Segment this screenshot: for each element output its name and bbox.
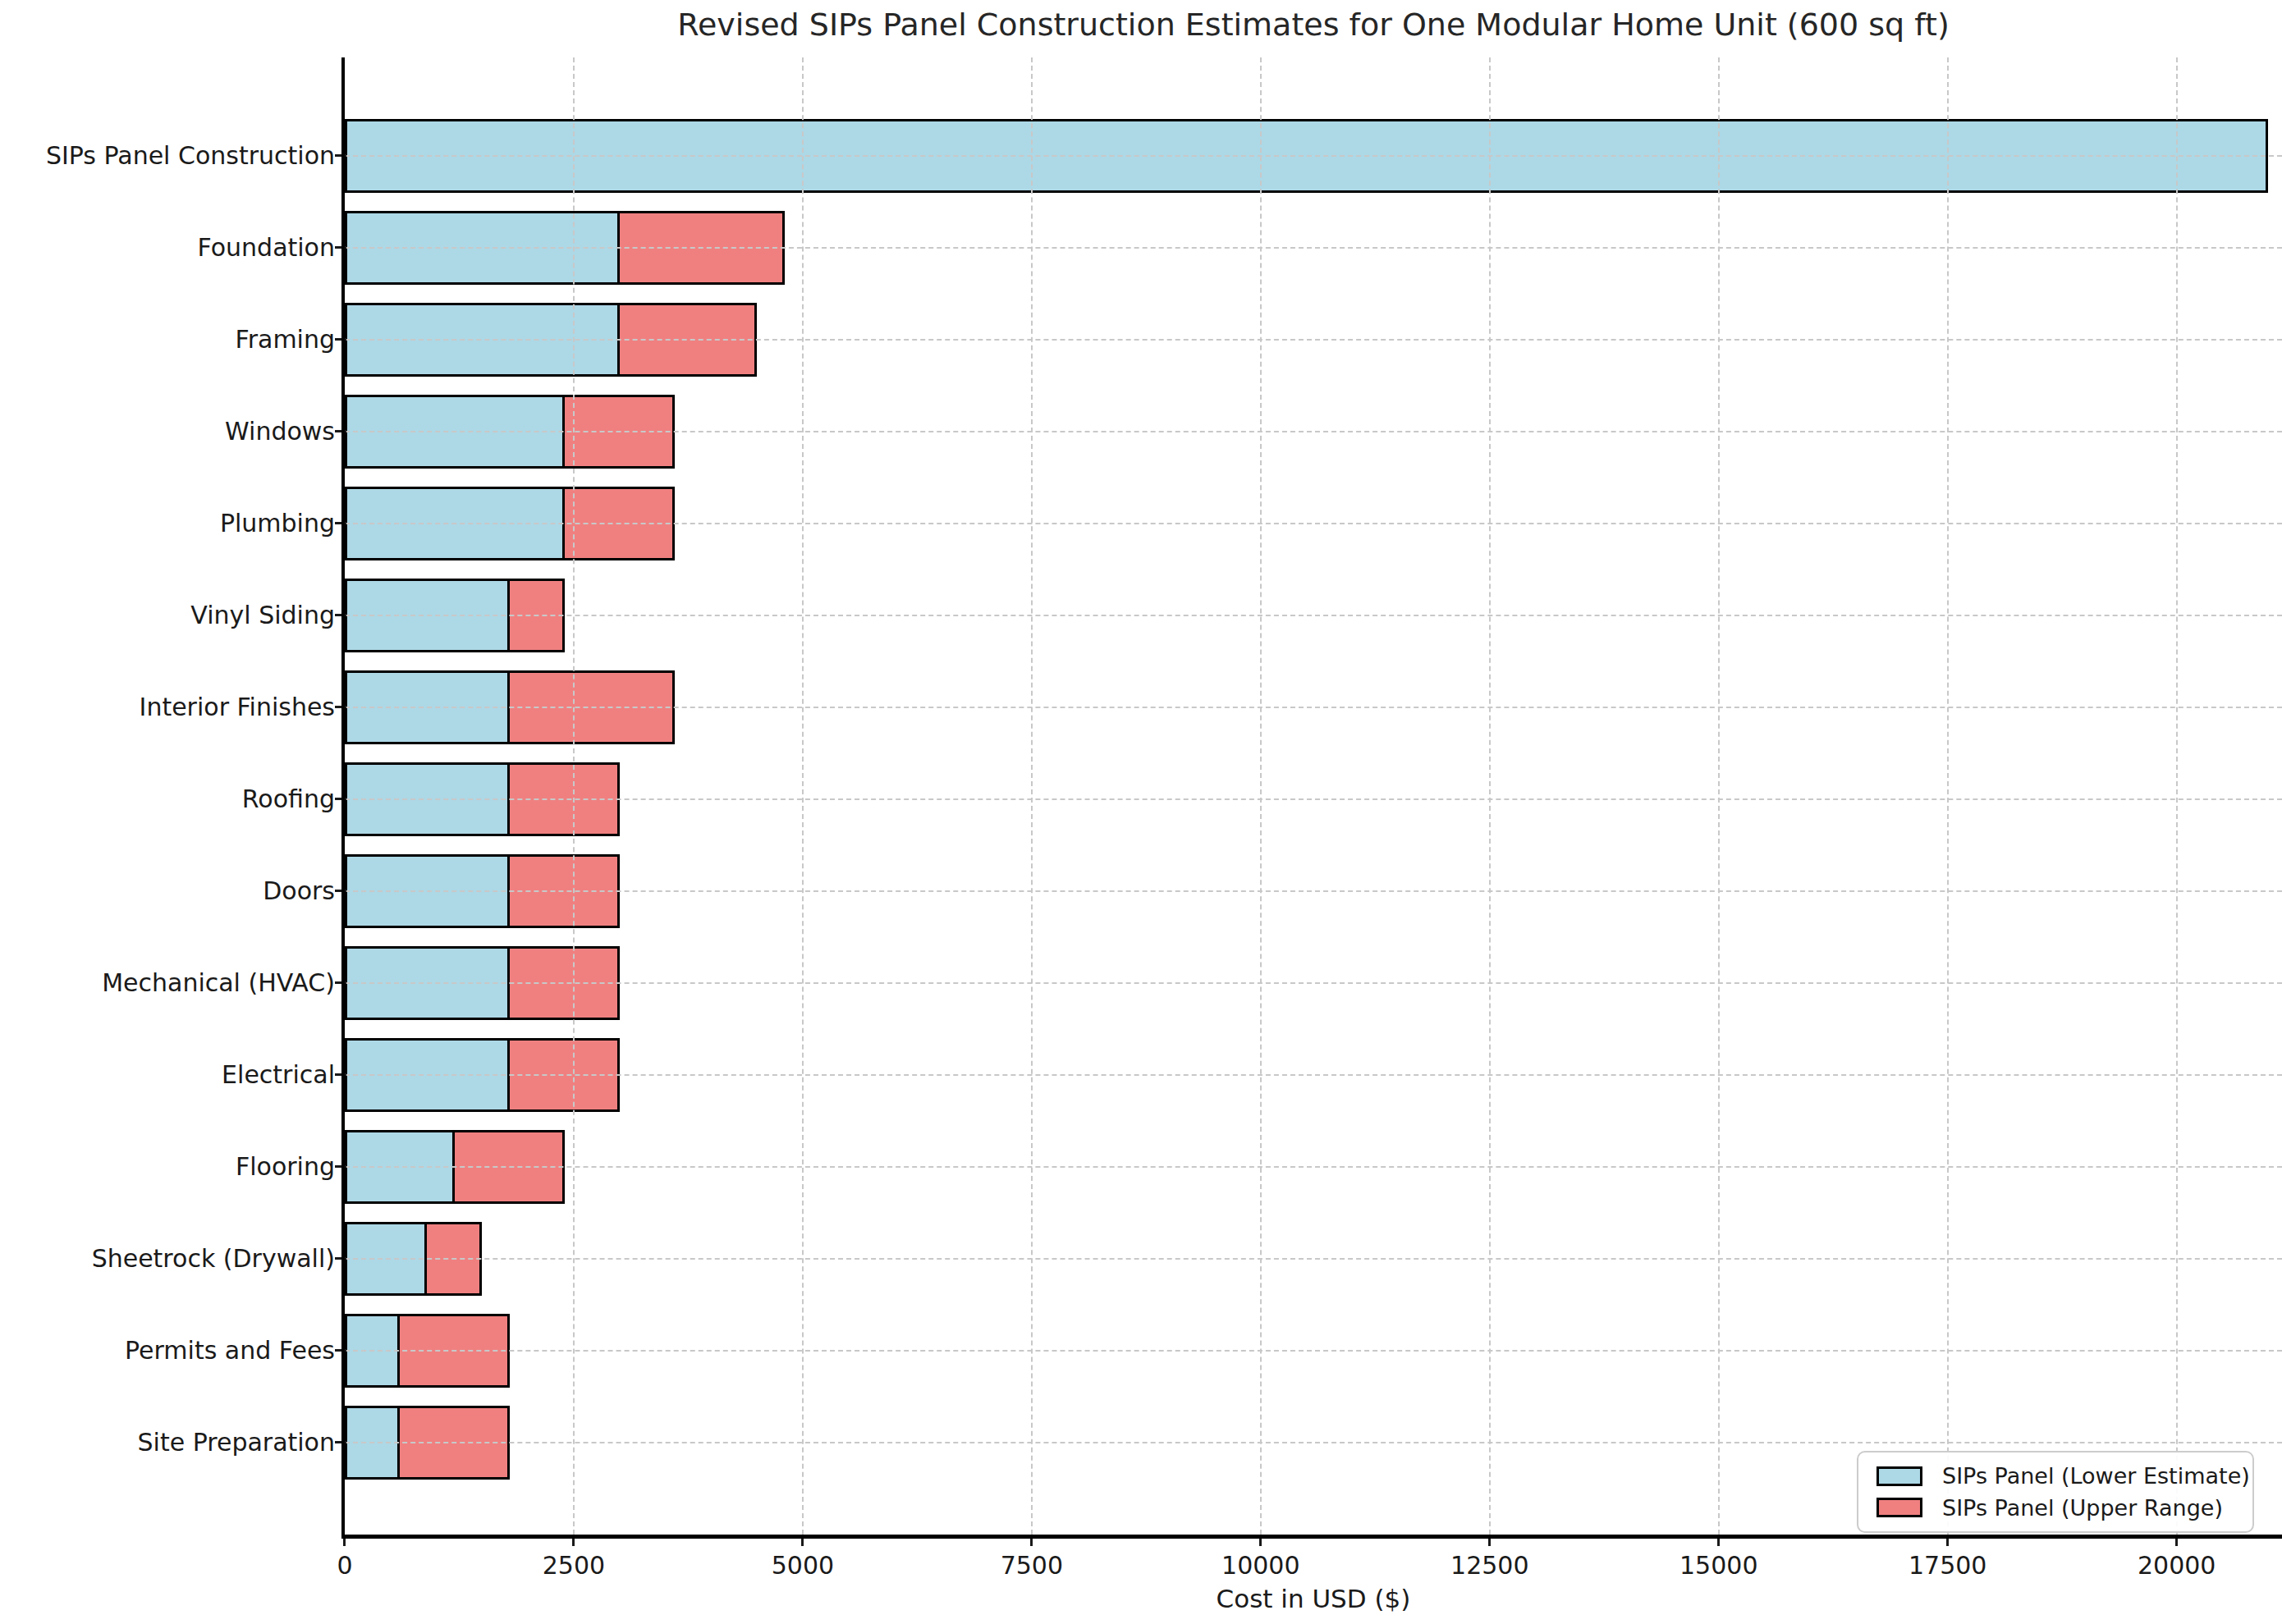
chart-figure: Revised SIPs Panel Construction Estimate… — [0, 0, 2282, 1624]
y-axis-label: Interior Finishes — [3, 689, 335, 725]
y-gridline — [345, 155, 2282, 157]
y-gridline — [345, 1074, 2282, 1076]
x-tick-label: 15000 — [1637, 1551, 1801, 1581]
x-tick-label: 17500 — [1866, 1551, 2030, 1581]
x-gridline — [573, 57, 575, 1535]
x-tick-label: 20000 — [2095, 1551, 2259, 1581]
x-tick-label: 2500 — [492, 1551, 656, 1581]
y-axis-label: SIPs Panel Construction — [3, 138, 335, 174]
y-gridline — [345, 247, 2282, 249]
y-axis-label: Sheetrock (Drywall) — [3, 1241, 335, 1277]
legend-label-upper-range: SIPs Panel (Upper Range) — [1942, 1495, 2223, 1521]
legend-swatch-upper-range — [1876, 1498, 1922, 1517]
x-axis-spine — [341, 1535, 2282, 1539]
y-gridline — [345, 1166, 2282, 1168]
y-gridline — [345, 339, 2282, 341]
x-gridline — [1947, 57, 1949, 1535]
y-axis-label: Foundation — [3, 230, 335, 266]
x-gridline — [802, 57, 804, 1535]
x-gridline — [1489, 57, 1491, 1535]
x-tick-label: 10000 — [1179, 1551, 1343, 1581]
y-axis-label: Mechanical (HVAC) — [3, 965, 335, 1001]
y-axis-label: Framing — [3, 322, 335, 358]
x-tick-label: 12500 — [1408, 1551, 1572, 1581]
y-gridline — [345, 615, 2282, 616]
x-gridline — [1718, 57, 1720, 1535]
y-axis-spine — [341, 57, 345, 1539]
y-gridline — [345, 1258, 2282, 1260]
y-axis-label: Plumbing — [3, 505, 335, 542]
y-axis-label: Flooring — [3, 1149, 335, 1185]
y-axis-label: Roofing — [3, 781, 335, 817]
x-tick-label: 7500 — [950, 1551, 1114, 1581]
y-gridline — [345, 431, 2282, 432]
x-gridline — [1260, 57, 1262, 1535]
legend-label-lower-estimate: SIPs Panel (Lower Estimate) — [1942, 1463, 2250, 1489]
y-gridline — [345, 982, 2282, 984]
legend: SIPs Panel (Lower Estimate) SIPs Panel (… — [1857, 1451, 2254, 1533]
x-gridline — [2176, 57, 2178, 1535]
y-gridline — [345, 1350, 2282, 1352]
y-gridline — [345, 707, 2282, 708]
legend-item-upper-range: SIPs Panel (Upper Range) — [1876, 1495, 2234, 1521]
legend-swatch-lower-estimate — [1876, 1466, 1922, 1486]
y-gridline — [345, 798, 2282, 800]
y-gridline — [345, 890, 2282, 892]
x-tick-label: 0 — [263, 1551, 427, 1581]
legend-item-lower-estimate: SIPs Panel (Lower Estimate) — [1876, 1463, 2234, 1489]
y-axis-label: Site Preparation — [3, 1425, 335, 1461]
y-axis-label: Permits and Fees — [3, 1333, 335, 1369]
x-gridline — [1031, 57, 1033, 1535]
y-axis-label: Vinyl Siding — [3, 597, 335, 634]
chart-title: Revised SIPs Panel Construction Estimate… — [345, 7, 2282, 43]
y-axis-label: Electrical — [3, 1057, 335, 1093]
y-axis-label: Windows — [3, 414, 335, 450]
x-axis-title: Cost in USD ($) — [345, 1584, 2282, 1613]
x-tick-label: 5000 — [721, 1551, 885, 1581]
y-gridline — [345, 523, 2282, 524]
y-axis-label: Doors — [3, 873, 335, 909]
y-gridline — [345, 1442, 2282, 1443]
